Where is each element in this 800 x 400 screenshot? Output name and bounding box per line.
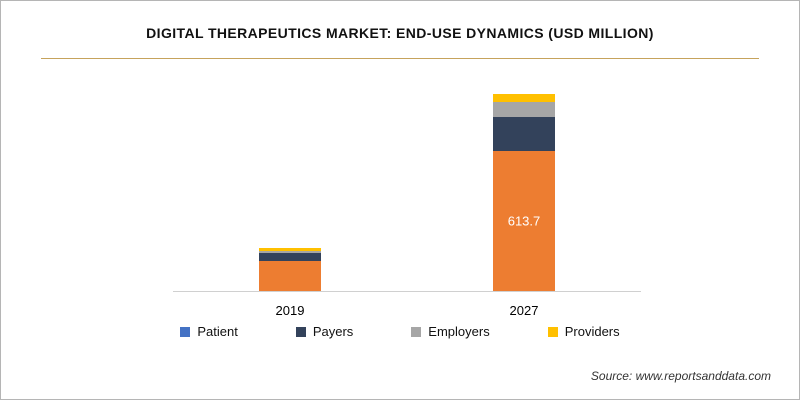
legend-swatch-providers — [547, 326, 558, 337]
bar-segment-payers-2027 — [493, 117, 555, 152]
bar-segment-patient-2027: 613.7 — [493, 151, 555, 291]
bar-value-label: 613.7 — [507, 213, 541, 229]
source-text: Source: www.reportsanddata.com — [590, 369, 771, 383]
plot-area: 2019 613.7 2027 — [173, 81, 641, 318]
bar-segment-payers-2019 — [259, 253, 321, 262]
legend-swatch-payers — [295, 326, 306, 337]
legend-swatch-patient — [180, 326, 191, 337]
bar-segment-employers-2019 — [259, 250, 321, 254]
x-tick-label-2027: 2027 — [509, 303, 539, 318]
legend-item-employers: Employers — [411, 324, 490, 339]
legend-item-payers: Payers — [295, 324, 354, 339]
legend-label-providers: Providers — [564, 324, 620, 339]
bar-segment-providers-2027 — [493, 94, 555, 102]
legend-item-patient: Patient — [180, 324, 238, 339]
legend-swatch-employers — [411, 326, 422, 337]
bar-2027: 613.7 2027 — [493, 94, 555, 318]
legend-label-patient: Patient — [197, 324, 238, 339]
bar-2019: 2019 — [259, 248, 321, 318]
x-tick-label-2019: 2019 — [275, 303, 305, 318]
title-underline — [41, 58, 759, 59]
legend-item-providers: Providers — [547, 324, 620, 339]
legend: Patient Payers Employers Providers — [1, 324, 799, 339]
legend-label-employers: Employers — [428, 324, 490, 339]
bar-segment-patient-2019 — [259, 261, 321, 291]
chart-title: DIGITAL THERAPEUTICS MARKET: END-USE DYN… — [146, 25, 654, 41]
bar-segment-providers-2019 — [259, 248, 321, 251]
bar-segment-employers-2027 — [493, 101, 555, 118]
legend-label-payers: Payers — [312, 324, 354, 339]
